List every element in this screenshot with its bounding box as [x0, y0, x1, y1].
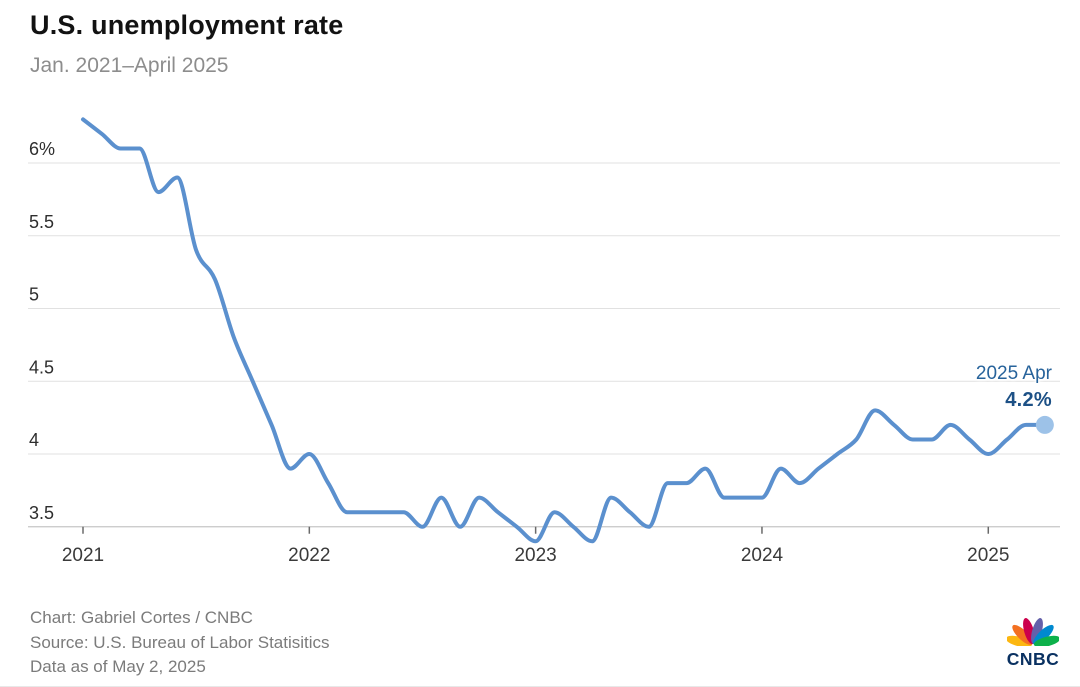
footer-chart-credit: Chart: Gabriel Cortes / CNBC [30, 608, 253, 627]
y-axis-label: 4 [29, 430, 39, 450]
latest-value-dot [1035, 415, 1054, 434]
peacock-feather [1031, 618, 1043, 645]
y-axis-label: 4.5 [29, 357, 54, 377]
cnbc-wordmark: CNBC [1006, 649, 1060, 669]
chart-subtitle: Jan. 2021–April 2025 [30, 54, 229, 77]
y-axis-label: 6% [29, 139, 55, 159]
y-axis-label: 3.5 [29, 503, 54, 523]
x-axis-label: 2022 [288, 545, 330, 566]
unemployment-line [81, 117, 1047, 544]
x-axis-label: 2021 [62, 545, 104, 566]
footer-credits: Chart: Gabriel Cortes / CNBC Source: U.S… [30, 606, 330, 680]
end-annotation: 2025 Apr 4.2% [976, 361, 1052, 413]
cnbc-logo: CNBC [1000, 608, 1066, 670]
x-axis-label: 2025 [967, 545, 1009, 566]
end-annotation-value: 4.2% [1005, 389, 1052, 411]
footer-source: Source: U.S. Bureau of Labor Statisitics [30, 632, 330, 652]
y-axis-label: 5.5 [29, 212, 54, 232]
peacock-feather [1033, 635, 1061, 648]
cnbc-peacock-icon [1005, 618, 1061, 648]
end-annotation-date: 2025 Apr [975, 363, 1052, 384]
y-axis-label: 5 [29, 285, 39, 305]
x-axis-label: 2024 [741, 545, 784, 566]
x-axis-label: 2023 [514, 545, 556, 566]
chart-title: U.S. unemployment rate [30, 10, 344, 40]
footer-data-as-of: Data as of May 2, 2025 [30, 657, 206, 676]
